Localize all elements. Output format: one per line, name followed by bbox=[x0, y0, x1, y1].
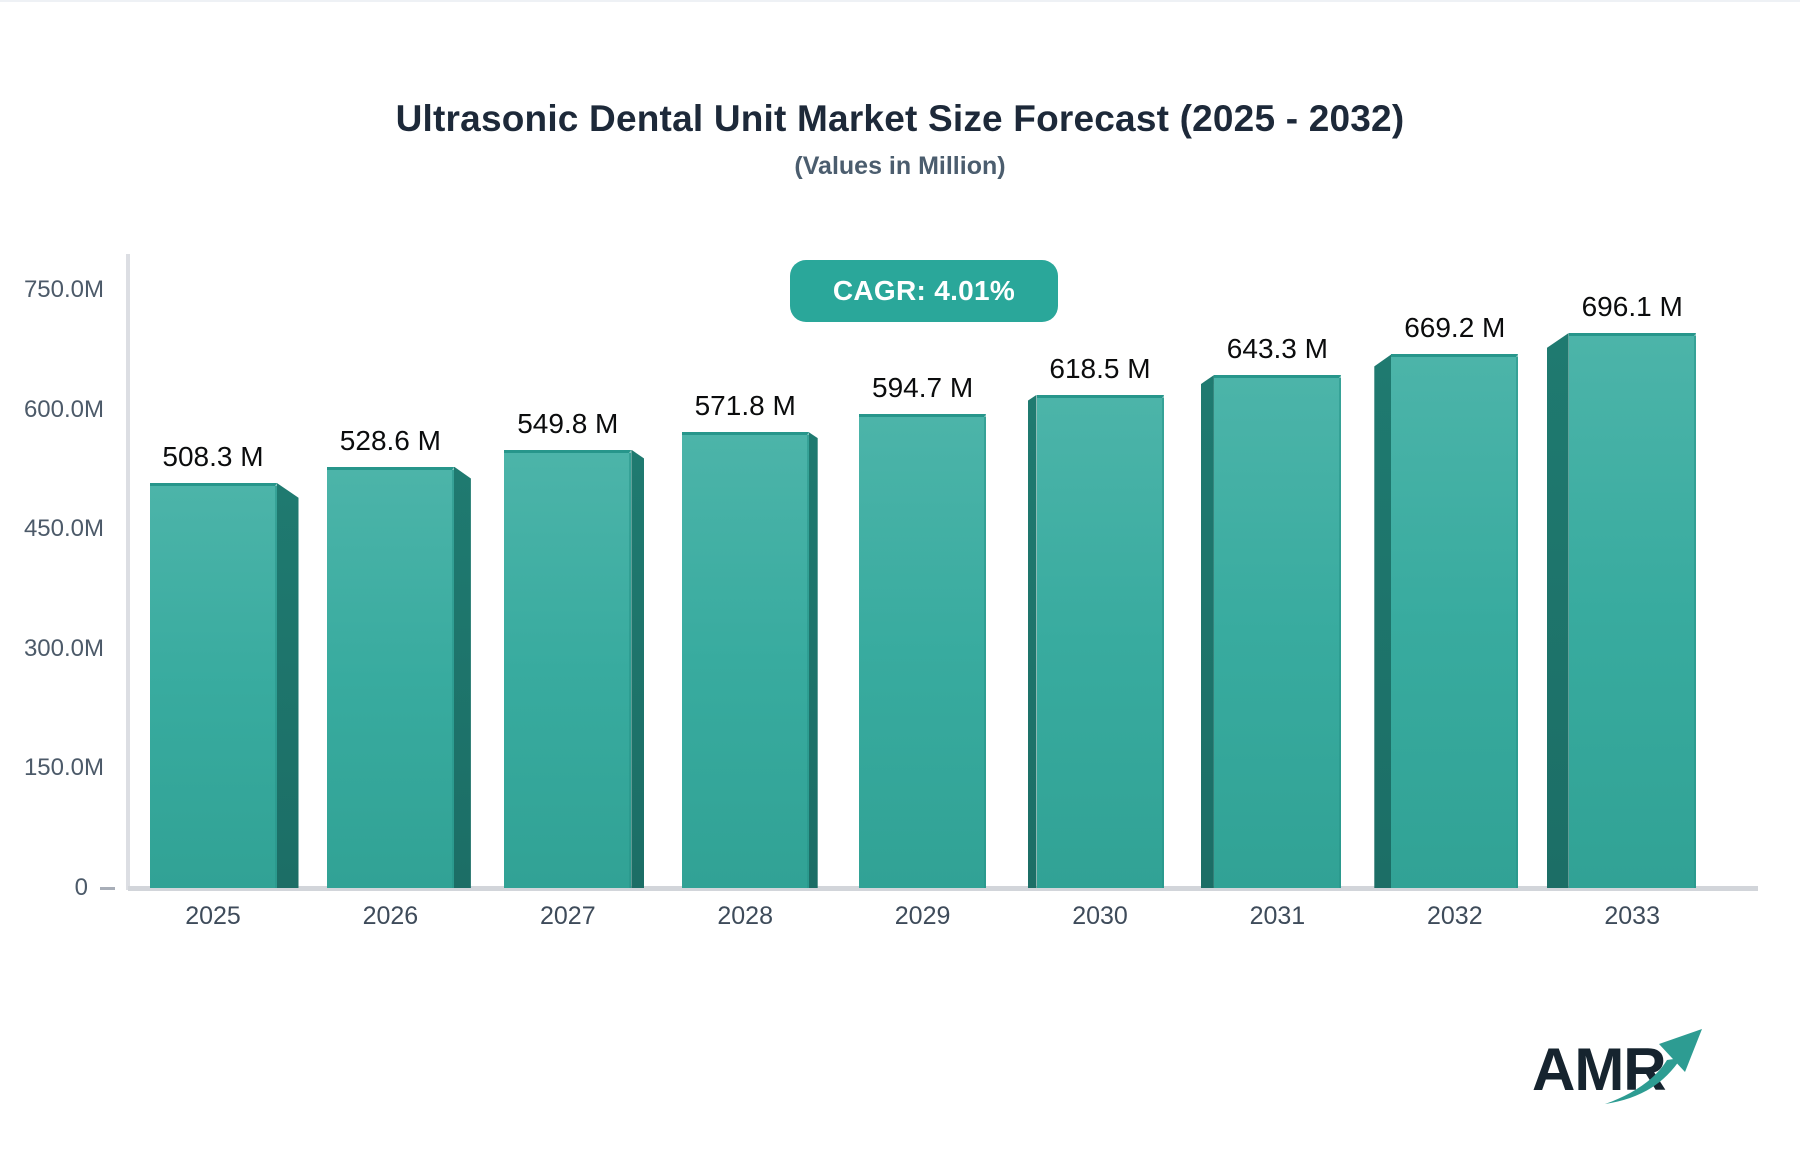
y-axis-tick-label: 450.0M bbox=[23, 515, 104, 543]
bar-side-face bbox=[276, 482, 299, 888]
cagr-badge: CAGR: 4.01% bbox=[790, 260, 1058, 322]
bar-side-face bbox=[808, 432, 818, 888]
x-axis-label: 2032 bbox=[1426, 902, 1483, 930]
x-axis-label: 2028 bbox=[717, 902, 773, 930]
bar-side-face bbox=[453, 466, 471, 888]
page-subtitle: (Values in Million) bbox=[794, 152, 1006, 180]
bar-side-face bbox=[1200, 375, 1214, 888]
y-axis-tick-label: 0 bbox=[74, 874, 88, 901]
bar-side-face bbox=[1374, 354, 1392, 888]
x-axis-label: 2031 bbox=[1249, 902, 1306, 930]
y-axis-tick-label: 600.0M bbox=[23, 395, 104, 423]
x-axis-label: 2025 bbox=[185, 902, 241, 930]
page-title: Ultrasonic Dental Unit Market Size Forec… bbox=[395, 98, 1405, 139]
x-axis-baseline bbox=[128, 886, 1758, 891]
y-axis-zero-tick bbox=[100, 887, 115, 890]
growth-arrow-icon bbox=[1605, 1029, 1702, 1104]
bar bbox=[149, 482, 277, 888]
bar-value-label: 549.8 M bbox=[517, 407, 619, 439]
x-axis-label: 2026 bbox=[362, 902, 419, 930]
bar-value-label: 696.1 M bbox=[1581, 290, 1683, 322]
bar-side-face bbox=[1027, 394, 1037, 888]
bar bbox=[859, 413, 987, 888]
bar bbox=[681, 432, 809, 888]
y-axis-line bbox=[126, 254, 130, 890]
bar-value-label: 571.8 M bbox=[694, 390, 796, 422]
bar-value-label: 528.6 M bbox=[339, 424, 441, 456]
bar bbox=[1036, 394, 1164, 888]
x-axis-label: 2033 bbox=[1604, 902, 1660, 930]
bar bbox=[1391, 354, 1519, 888]
bar bbox=[504, 449, 632, 888]
bar-value-label: 594.7 M bbox=[872, 371, 974, 403]
y-axis-tick-label: 750.0M bbox=[23, 276, 104, 303]
bar-value-label: 508.3 M bbox=[162, 440, 264, 472]
bar bbox=[326, 466, 454, 888]
bar-value-label: 618.5 M bbox=[1049, 352, 1151, 384]
bar-side-face bbox=[1546, 332, 1569, 888]
x-axis-label: 2027 bbox=[539, 902, 596, 930]
bar bbox=[1568, 332, 1696, 888]
y-axis-tick-label: 150.0M bbox=[23, 754, 104, 782]
bar-value-label: 643.3 M bbox=[1226, 333, 1328, 365]
y-axis-tick-label: 300.0M bbox=[23, 634, 104, 662]
bar-side-face bbox=[631, 449, 645, 888]
x-axis-label: 2029 bbox=[894, 902, 951, 930]
x-axis-label: 2030 bbox=[1072, 902, 1128, 930]
bar bbox=[1213, 375, 1341, 888]
bar-value-label: 669.2 M bbox=[1404, 312, 1506, 344]
